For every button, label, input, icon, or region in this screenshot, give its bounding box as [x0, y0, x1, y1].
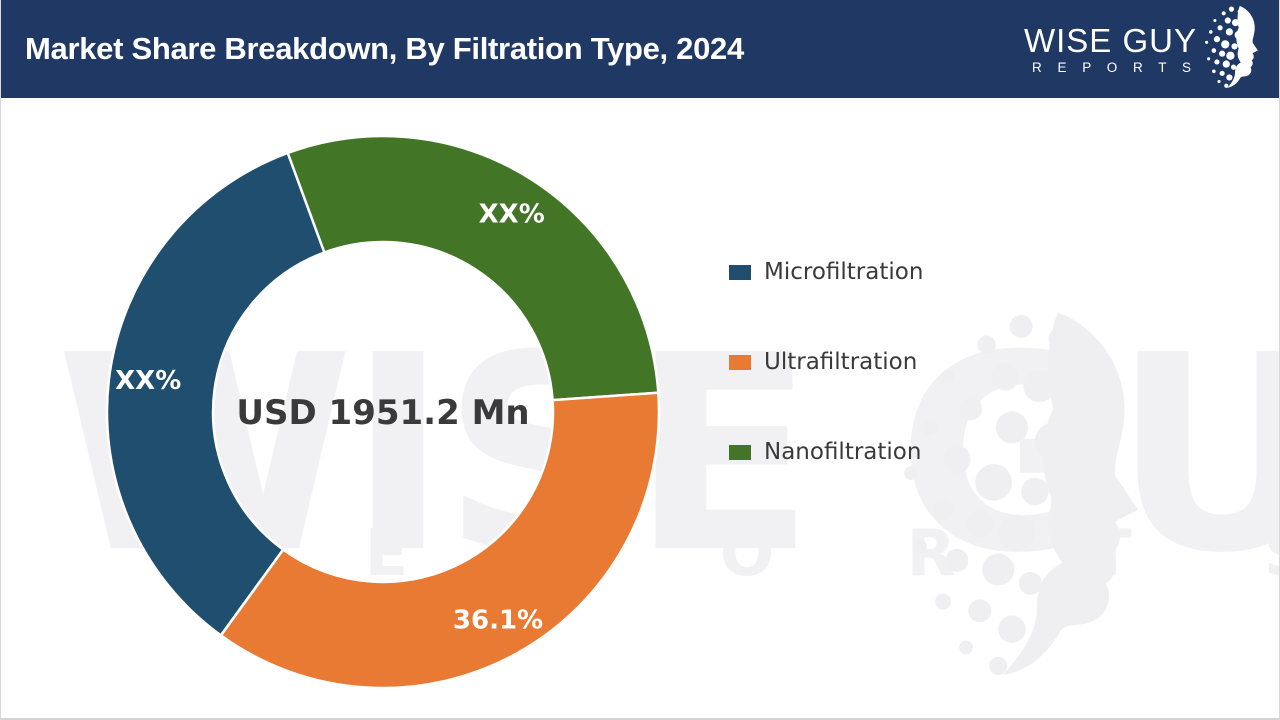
header-bar: Market Share Breakdown, By Filtration Ty… — [1, 0, 1279, 98]
wiseguy-logo: WISE GUY R E P O R T S — [1024, 5, 1267, 93]
chart-area: WISE GUY R E P O R T S XX%XX%36.1% USD 1… — [1, 98, 1279, 718]
legend-item-ultrafiltration: Ultrafiltration — [729, 348, 923, 376]
segment-ultrafiltration — [219, 391, 661, 690]
logo-subtext: R E P O R T S — [1031, 59, 1197, 75]
legend-item-nanofiltration: Nanofiltration — [729, 438, 923, 466]
wiseguy-face-icon — [1205, 6, 1258, 88]
legend-label: Microfiltration — [764, 259, 924, 285]
legend-label: Nanofiltration — [764, 439, 922, 465]
donut-segments — [105, 134, 661, 690]
segment-label-nanofiltration: XX% — [479, 199, 545, 229]
segment-labels: XX% XX% 36.1% — [115, 199, 545, 635]
donut-chart: XX% XX% 36.1% USD 1951.2 Mn — [105, 134, 661, 690]
page-title: Market Share Breakdown, By Filtration Ty… — [25, 31, 744, 66]
legend: Microfiltration Ultrafiltration Nanofilt… — [729, 258, 923, 528]
logo-wordmark-block: WISE GUY R E P O R T S — [1024, 24, 1197, 75]
segment-label-ultrafiltration: 36.1% — [453, 606, 543, 636]
segment-microfiltration — [105, 151, 326, 638]
segment-nanofiltration — [286, 134, 660, 402]
legend-swatch-microfiltration — [729, 264, 751, 280]
legend-swatch-ultrafiltration — [729, 354, 751, 370]
legend-label: Ultrafiltration — [764, 349, 918, 375]
donut-center-value: USD 1951.2 Mn — [236, 393, 529, 433]
legend-item-microfiltration: Microfiltration — [729, 258, 923, 286]
logo-wordmark: WISE GUY — [1023, 21, 1197, 59]
segment-label-microfiltration: XX% — [115, 366, 181, 396]
legend-swatch-nanofiltration — [729, 444, 751, 460]
